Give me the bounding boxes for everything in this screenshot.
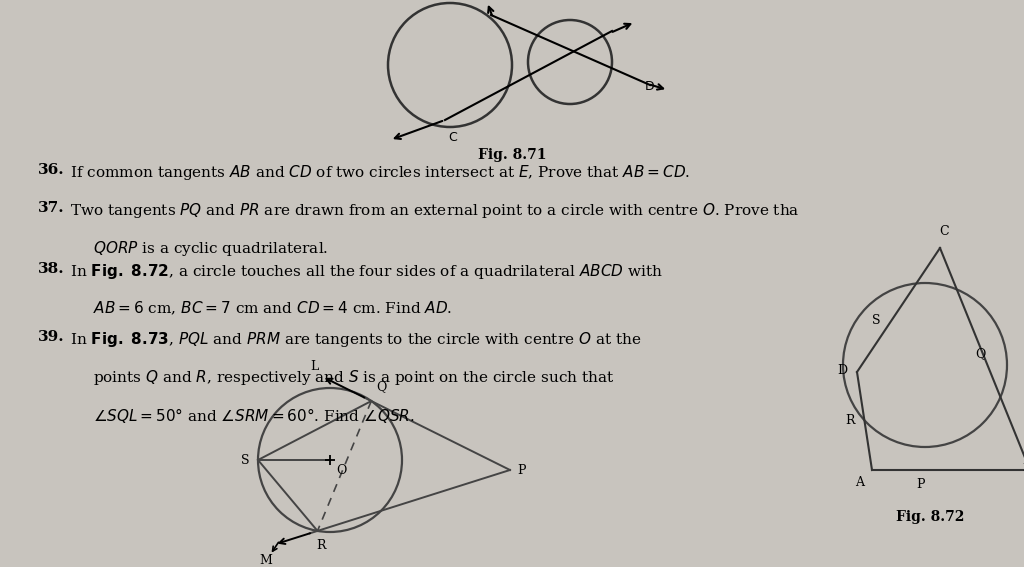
Text: D: D — [645, 81, 654, 94]
Text: In $\bf{Fig.\ 8.73}$, $PQL$ and $PRM$ are tangents to the circle with centre $O$: In $\bf{Fig.\ 8.73}$, $PQL$ and $PRM$ ar… — [70, 330, 641, 349]
Text: S: S — [872, 314, 881, 327]
Text: Q: Q — [975, 348, 985, 361]
Text: R: R — [845, 414, 854, 428]
Text: M: M — [260, 555, 272, 567]
Text: P: P — [517, 463, 525, 476]
Text: A: A — [855, 476, 864, 489]
Text: C: C — [939, 225, 949, 238]
Text: D: D — [837, 363, 847, 376]
Text: 38.: 38. — [38, 262, 65, 276]
Text: 37.: 37. — [38, 201, 65, 215]
Text: L: L — [310, 359, 318, 373]
Text: 36.: 36. — [38, 163, 65, 177]
Text: R: R — [316, 539, 327, 552]
Text: $QORP$ is a cyclic quadrilateral.: $QORP$ is a cyclic quadrilateral. — [93, 239, 329, 258]
Text: In $\bf{Fig.\ 8.72}$, a circle touches all the four sides of a quadrilateral $AB: In $\bf{Fig.\ 8.72}$, a circle touches a… — [70, 262, 663, 281]
Text: points $Q$ and $R$, respectively and $S$ is a point on the circle such that: points $Q$ and $R$, respectively and $S$… — [93, 368, 614, 387]
Text: Fig. 8.71: Fig. 8.71 — [478, 148, 546, 162]
Text: C: C — [449, 131, 458, 144]
Text: If common tangents $AB$ and $CD$ of two circles intersect at $E$, Prove that $AB: If common tangents $AB$ and $CD$ of two … — [70, 163, 690, 182]
Text: S: S — [242, 454, 250, 467]
Text: 39.: 39. — [38, 330, 65, 344]
Text: $AB = 6$ cm, $BC = 7$ cm and $CD = 4$ cm. Find $AD$.: $AB = 6$ cm, $BC = 7$ cm and $CD = 4$ cm… — [93, 300, 453, 317]
Text: Q: Q — [376, 380, 387, 393]
Text: P: P — [916, 478, 926, 491]
Text: O: O — [336, 464, 346, 477]
Text: $\angle SQL = 50°$ and $\angle SRM = 60°$. Find $\angle QSR$.: $\angle SQL = 50°$ and $\angle SRM = 60°… — [93, 406, 415, 425]
Text: Two tangents $PQ$ and $PR$ are drawn from an external point to a circle with cen: Two tangents $PQ$ and $PR$ are drawn fro… — [70, 201, 800, 220]
Text: B: B — [1022, 463, 1024, 473]
Text: Fig. 8.72: Fig. 8.72 — [896, 510, 965, 524]
